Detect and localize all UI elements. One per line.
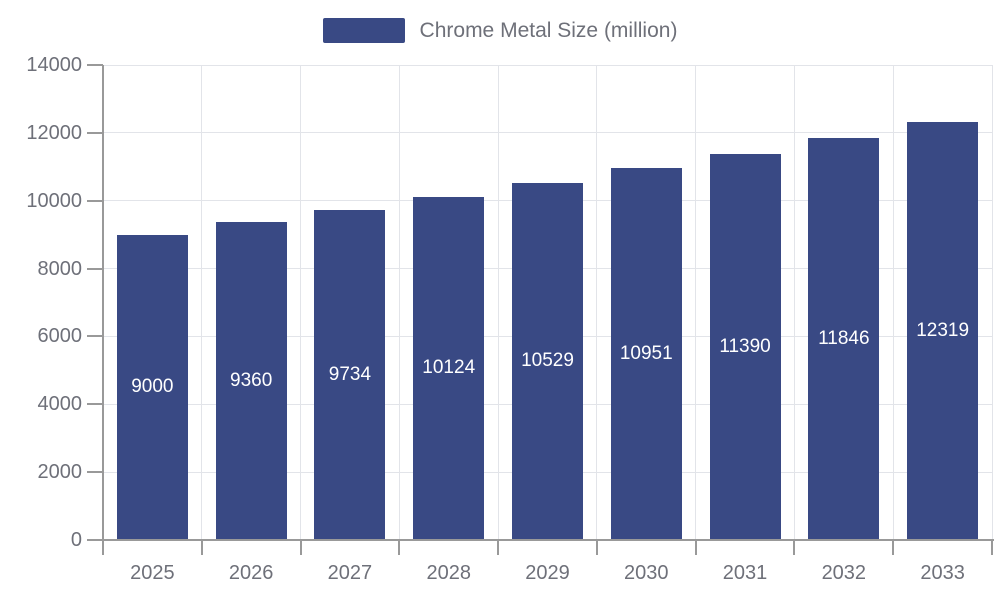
x-boundary-gridline (300, 65, 302, 540)
y-axis-tick (87, 199, 103, 202)
y-gridline (103, 132, 992, 134)
bar-2026 (215, 222, 287, 540)
x-boundary-gridline (596, 65, 598, 540)
bar-2025 (116, 234, 188, 540)
x-axis-tick-label-2028: 2028 (426, 562, 471, 584)
bar-2032 (808, 138, 880, 540)
y-axis-tick (87, 403, 103, 406)
x-boundary-gridline (793, 65, 795, 540)
bar-2029 (512, 182, 583, 540)
plot-area: 9000 9360 9734 10124 10529 10951 11390 11846 123… (102, 64, 993, 540)
bar-value-label-2031: 11390 (719, 335, 771, 357)
x-axis-tick (991, 540, 993, 555)
x-axis-tick (892, 540, 895, 555)
x-axis-tick (398, 540, 401, 555)
legend-label: Chrome Metal Size (million) (419, 19, 678, 42)
x-axis-tick (102, 540, 104, 555)
legend-swatch-icon (322, 18, 405, 43)
bar-value-label-2033: 12319 (916, 320, 970, 342)
y-axis-line (102, 65, 104, 542)
bar-value-label-2026: 9360 (230, 370, 273, 392)
x-axis-tick-label-2033: 2033 (920, 562, 965, 584)
bar-value-label-2027: 9734 (328, 363, 372, 385)
y-axis-tick (87, 335, 103, 338)
bar-2031 (709, 153, 781, 540)
bar-value-label-2032: 11846 (818, 328, 870, 350)
y-axis-tick-label: 14000 (26, 54, 82, 76)
x-boundary-gridline (892, 65, 894, 540)
y-axis-tick-label: 6000 (37, 325, 83, 348)
x-axis-tick-label-2031: 2031 (722, 562, 768, 584)
y-axis-tick (87, 131, 103, 134)
bar-2033 (907, 122, 979, 540)
y-axis-tick-label: 2000 (37, 461, 83, 484)
bar-2027 (314, 209, 386, 540)
x-axis-tick (299, 540, 302, 555)
x-axis-tick (694, 540, 697, 555)
y-axis-tick (87, 267, 103, 270)
x-axis-tick-label-2030: 2030 (624, 562, 669, 584)
y-axis-tick-label: 4000 (37, 393, 83, 416)
y-axis-tick (87, 471, 103, 474)
x-axis-tick (497, 540, 500, 555)
bar-2028 (413, 196, 485, 540)
x-axis-tick-label-2029: 2029 (525, 562, 570, 584)
bar-value-label-2025: 9000 (131, 376, 174, 398)
x-axis-tick-label-2032: 2032 (821, 562, 867, 584)
x-axis-tick (793, 540, 796, 555)
x-boundary-gridline (497, 65, 499, 540)
y-axis-tick-label: 8000 (37, 257, 83, 280)
bar-2030 (610, 168, 682, 540)
legend[interactable]: Chrome Metal Size (million) (0, 18, 1000, 43)
bar-value-label-2030: 10951 (619, 343, 673, 365)
x-boundary-gridline (695, 65, 697, 540)
y-axis-tick (87, 64, 103, 66)
y-axis-tick-label: 10000 (26, 189, 82, 212)
x-axis-tick-label-2027: 2027 (327, 562, 373, 584)
y-axis-tick-label: 12000 (26, 121, 82, 144)
x-boundary-gridline (991, 65, 993, 540)
x-axis-tick (200, 540, 203, 555)
x-axis-tick (595, 540, 598, 555)
x-axis-tick-label-2026: 2026 (228, 562, 274, 584)
y-gridline (103, 64, 992, 66)
x-boundary-gridline (398, 65, 400, 540)
bar-value-label-2029: 10529 (521, 350, 574, 372)
bar-value-label-2028: 10124 (422, 357, 476, 379)
x-axis-line (95, 539, 994, 541)
x-boundary-gridline (201, 65, 203, 540)
x-axis-tick-label-2025: 2025 (130, 562, 175, 584)
y-axis-tick-label: 0 (70, 529, 82, 551)
